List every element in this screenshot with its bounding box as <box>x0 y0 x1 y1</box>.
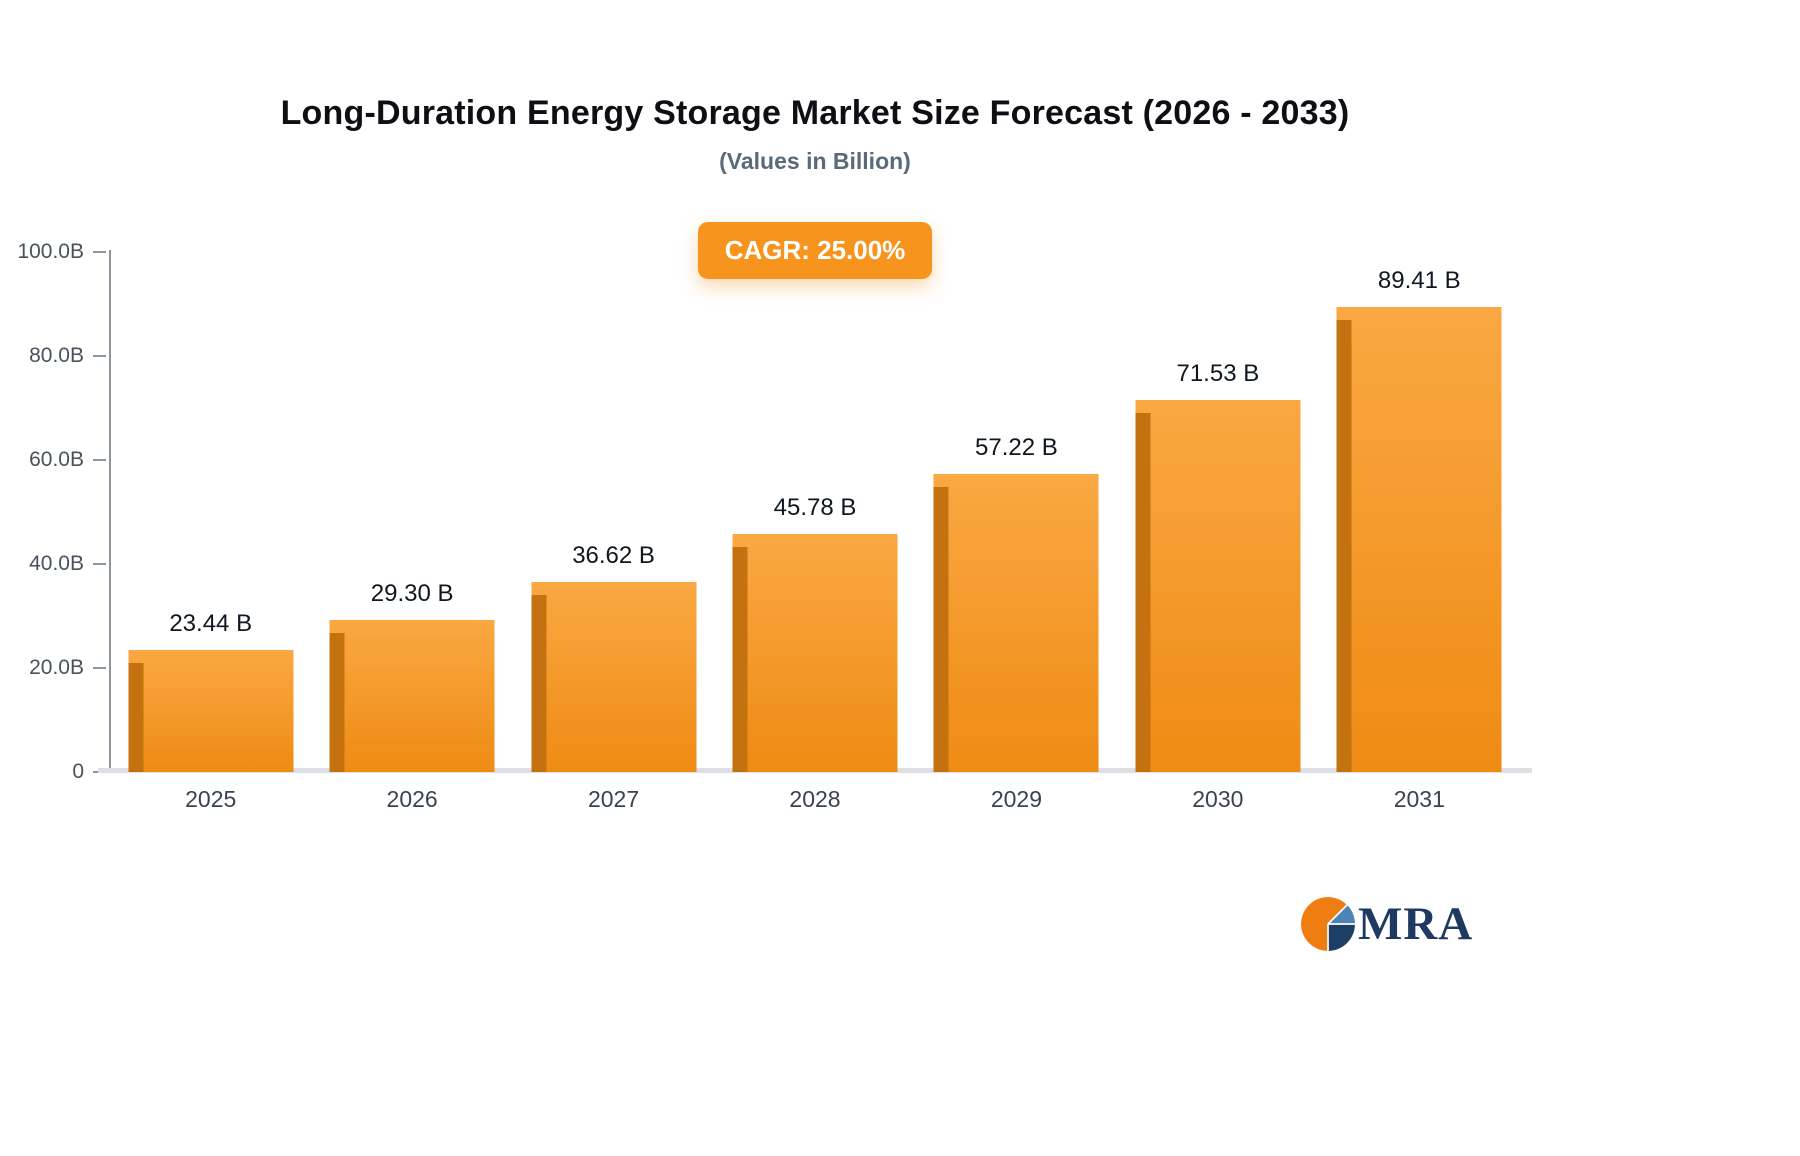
bar-2028 <box>732 533 898 772</box>
bar-value-label: 36.62 B <box>572 541 655 569</box>
y-axis-tick-label: 0 <box>72 760 84 783</box>
plot-area: 23.44 B 29.30 B 36.62 B 45.78 B 57.22 B 71.53… <box>110 252 1520 772</box>
bar-value-label: 89.41 B <box>1377 267 1461 295</box>
y-axis-tick-mark <box>93 355 106 357</box>
x-axis-label-2031: 2031 <box>1393 786 1445 812</box>
x-axis: 2025 2026 2027 2028 2029 2030 2031 <box>110 786 1520 826</box>
x-axis-label-2025: 2025 <box>185 786 237 812</box>
x-axis-label-2030: 2030 <box>1192 786 1244 812</box>
bar-side-shade <box>1135 413 1151 772</box>
x-axis-label-2027: 2027 <box>587 786 640 812</box>
bar-2031 <box>1336 307 1502 772</box>
bar-2025 <box>128 650 294 772</box>
y-axis-tick-mark <box>93 459 106 461</box>
bar-2026 <box>329 619 495 772</box>
mra-logo-icon <box>1301 897 1355 951</box>
mra-logo: MRA <box>1300 896 1473 952</box>
badge-row: CAGR: 25.00% <box>110 222 1520 279</box>
y-axis-tick-label: 20.0B <box>29 656 84 679</box>
y-axis-tick-label: 80.0B <box>29 344 84 367</box>
y-axis-line <box>109 250 111 772</box>
chart-title: Long-Duration Energy Storage Market Size… <box>280 94 1350 132</box>
x-axis-label-2028: 2028 <box>789 786 841 812</box>
bar-2030 <box>1135 400 1301 772</box>
x-axis-label-2029: 2029 <box>990 786 1043 812</box>
y-axis-tick-mark <box>93 667 106 669</box>
mra-logo-text: MRA <box>1358 898 1474 950</box>
bar-value-label: 23.44 B <box>169 610 253 638</box>
bar-value-label: 71.53 B <box>1176 360 1260 388</box>
y-axis-tick-label: 100.0B <box>17 240 84 263</box>
y-axis-tick-label: 40.0B <box>29 552 84 575</box>
y-axis-tick-mark <box>93 251 106 253</box>
bar-side-shade <box>128 663 144 772</box>
bar-side-shade <box>329 632 345 772</box>
bar-2027 <box>531 581 697 772</box>
bar-side-shade <box>1336 320 1352 772</box>
chart-subtitle: (Values in Billion) <box>719 148 911 174</box>
y-axis: 100.0B 80.0B 60.0B 40.0B 20.0B 0 <box>0 240 110 783</box>
bar-value-label: 45.78 B <box>773 493 857 521</box>
bar-value-label: 29.30 B <box>370 579 454 607</box>
bar-side-shade <box>531 594 547 772</box>
x-axis-label-2026: 2026 <box>386 786 438 812</box>
bar-2029 <box>933 474 1099 772</box>
y-axis-tick-mark <box>93 563 106 565</box>
bar-side-shade <box>933 487 949 772</box>
bar-side-shade <box>732 546 748 772</box>
bar-value-label: 57.22 B <box>975 434 1058 462</box>
y-axis-tick-label: 60.0B <box>29 448 84 471</box>
cagr-badge: CAGR: 25.00% <box>697 222 933 279</box>
